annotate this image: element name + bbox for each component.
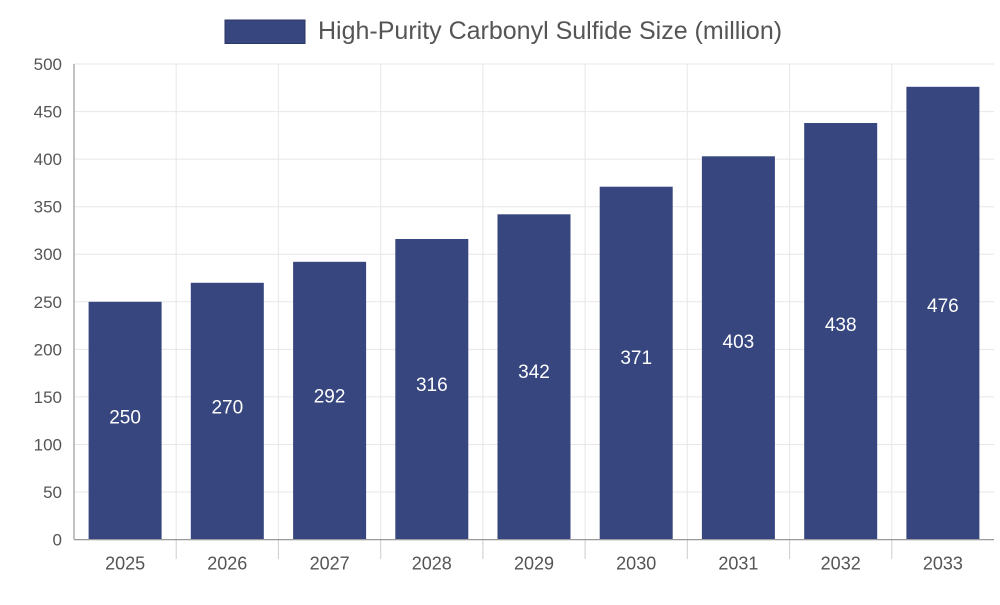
svg-text:438: 438: [825, 315, 857, 336]
svg-text:2030: 2030: [616, 554, 656, 574]
svg-text:50: 50: [43, 483, 62, 502]
svg-text:2031: 2031: [718, 554, 758, 574]
svg-text:2027: 2027: [310, 554, 350, 574]
svg-text:450: 450: [34, 103, 62, 122]
svg-text:2026: 2026: [207, 554, 247, 574]
svg-text:350: 350: [34, 198, 62, 217]
svg-text:2028: 2028: [412, 554, 452, 574]
svg-text:250: 250: [109, 407, 141, 428]
svg-text:270: 270: [211, 398, 243, 419]
svg-text:476: 476: [927, 296, 959, 317]
svg-text:200: 200: [34, 340, 62, 359]
svg-text:403: 403: [723, 332, 755, 353]
svg-text:150: 150: [34, 388, 62, 407]
svg-text:316: 316: [416, 375, 448, 396]
svg-text:2033: 2033: [923, 554, 963, 574]
svg-text:400: 400: [34, 150, 62, 169]
svg-text:300: 300: [34, 245, 62, 264]
svg-text:500: 500: [34, 55, 62, 74]
svg-text:100: 100: [34, 436, 62, 455]
svg-text:342: 342: [518, 362, 550, 383]
svg-text:2029: 2029: [514, 554, 554, 574]
svg-text:250: 250: [34, 293, 62, 312]
svg-text:0: 0: [53, 531, 62, 550]
svg-text:High-Purity Carbonyl Sulfide S: High-Purity Carbonyl Sulfide Size (milli…: [318, 17, 782, 45]
svg-text:2032: 2032: [821, 554, 861, 574]
svg-text:2025: 2025: [105, 554, 145, 574]
svg-text:371: 371: [620, 348, 652, 369]
svg-text:292: 292: [314, 387, 346, 408]
